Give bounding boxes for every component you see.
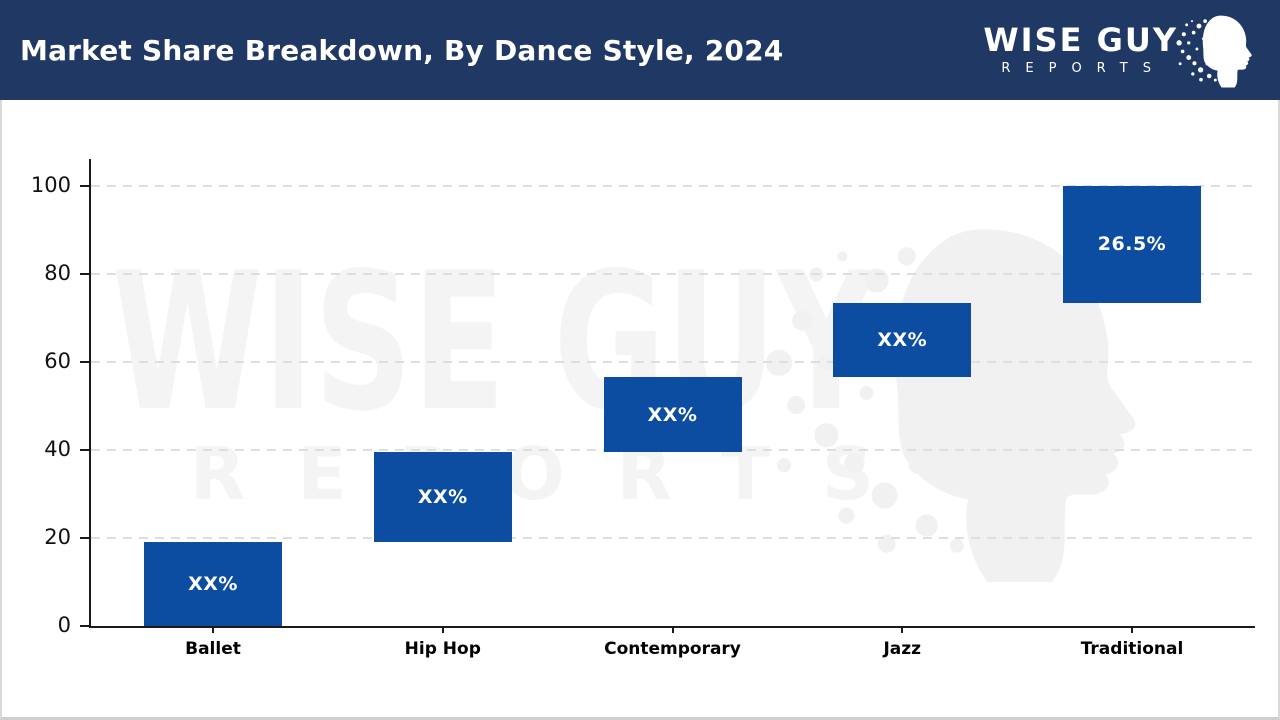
x-category-label: Ballet — [185, 639, 241, 659]
bar-value-label: 26.5% — [1097, 233, 1167, 256]
bar-hip-hop: XX% — [373, 452, 512, 543]
y-tick-mark — [80, 537, 89, 539]
bar-jazz: XX% — [833, 302, 972, 378]
bar-ballet: XX% — [144, 542, 282, 626]
bar-contemporary: XX% — [603, 377, 742, 453]
plot-area: 0 20 40 60 80 100 XX% Ballet XX% Hip Hop XX% Contem… — [31, 159, 1255, 659]
y-tick-label: 80 — [44, 261, 71, 285]
x-tick-mark — [901, 626, 904, 633]
x-category-label: Traditional — [1080, 639, 1184, 659]
brand-face-icon — [1174, 12, 1262, 88]
y-tick-label: 20 — [44, 525, 71, 549]
chart-title: Market Share Breakdown, By Dance Style, … — [20, 33, 784, 67]
brand-logo-text: WISE GUY REPORTS — [983, 24, 1178, 76]
x-tick-mark — [1131, 626, 1133, 633]
gridline — [91, 185, 1255, 187]
x-category-label: Contemporary — [604, 639, 741, 659]
x-category-label: Hip Hop — [404, 639, 481, 659]
bar-value-label: XX% — [877, 329, 928, 351]
brand-subname: REPORTS — [1001, 61, 1166, 76]
header-bar: Market Share Breakdown, By Dance Style, … — [0, 0, 1280, 100]
brand-logo: WISE GUY REPORTS — [983, 12, 1262, 88]
bar-traditional: 26.5% — [1063, 186, 1201, 303]
chart-region: WISE GUY REPORTS 0 20 40 60 80 100 XX% Ballet XX… — [0, 100, 1280, 720]
x-tick-mark — [212, 626, 214, 633]
y-axis-line — [89, 159, 91, 628]
bar-value-label: XX% — [188, 573, 238, 596]
y-tick-label: 40 — [44, 437, 71, 461]
x-tick-mark — [671, 626, 674, 633]
y-tick-mark — [80, 625, 89, 627]
y-tick-mark — [80, 185, 89, 187]
x-tick-mark — [441, 626, 444, 633]
gridline — [91, 273, 1255, 275]
gridline — [91, 537, 1255, 539]
brand-name: WISE GUY — [983, 21, 1178, 59]
y-tick-label: 100 — [30, 173, 71, 197]
y-tick-mark — [80, 273, 89, 275]
bar-value-label: XX% — [417, 486, 468, 509]
y-tick-label: 60 — [44, 349, 71, 373]
gridline — [91, 361, 1255, 363]
y-tick-mark — [80, 361, 89, 363]
x-category-label: Jazz — [883, 639, 922, 659]
watermark-text-1: WISE GUY — [112, 232, 876, 453]
y-tick-mark — [80, 449, 89, 451]
bar-value-label: XX% — [647, 403, 698, 426]
y-tick-label: 0 — [57, 613, 71, 637]
